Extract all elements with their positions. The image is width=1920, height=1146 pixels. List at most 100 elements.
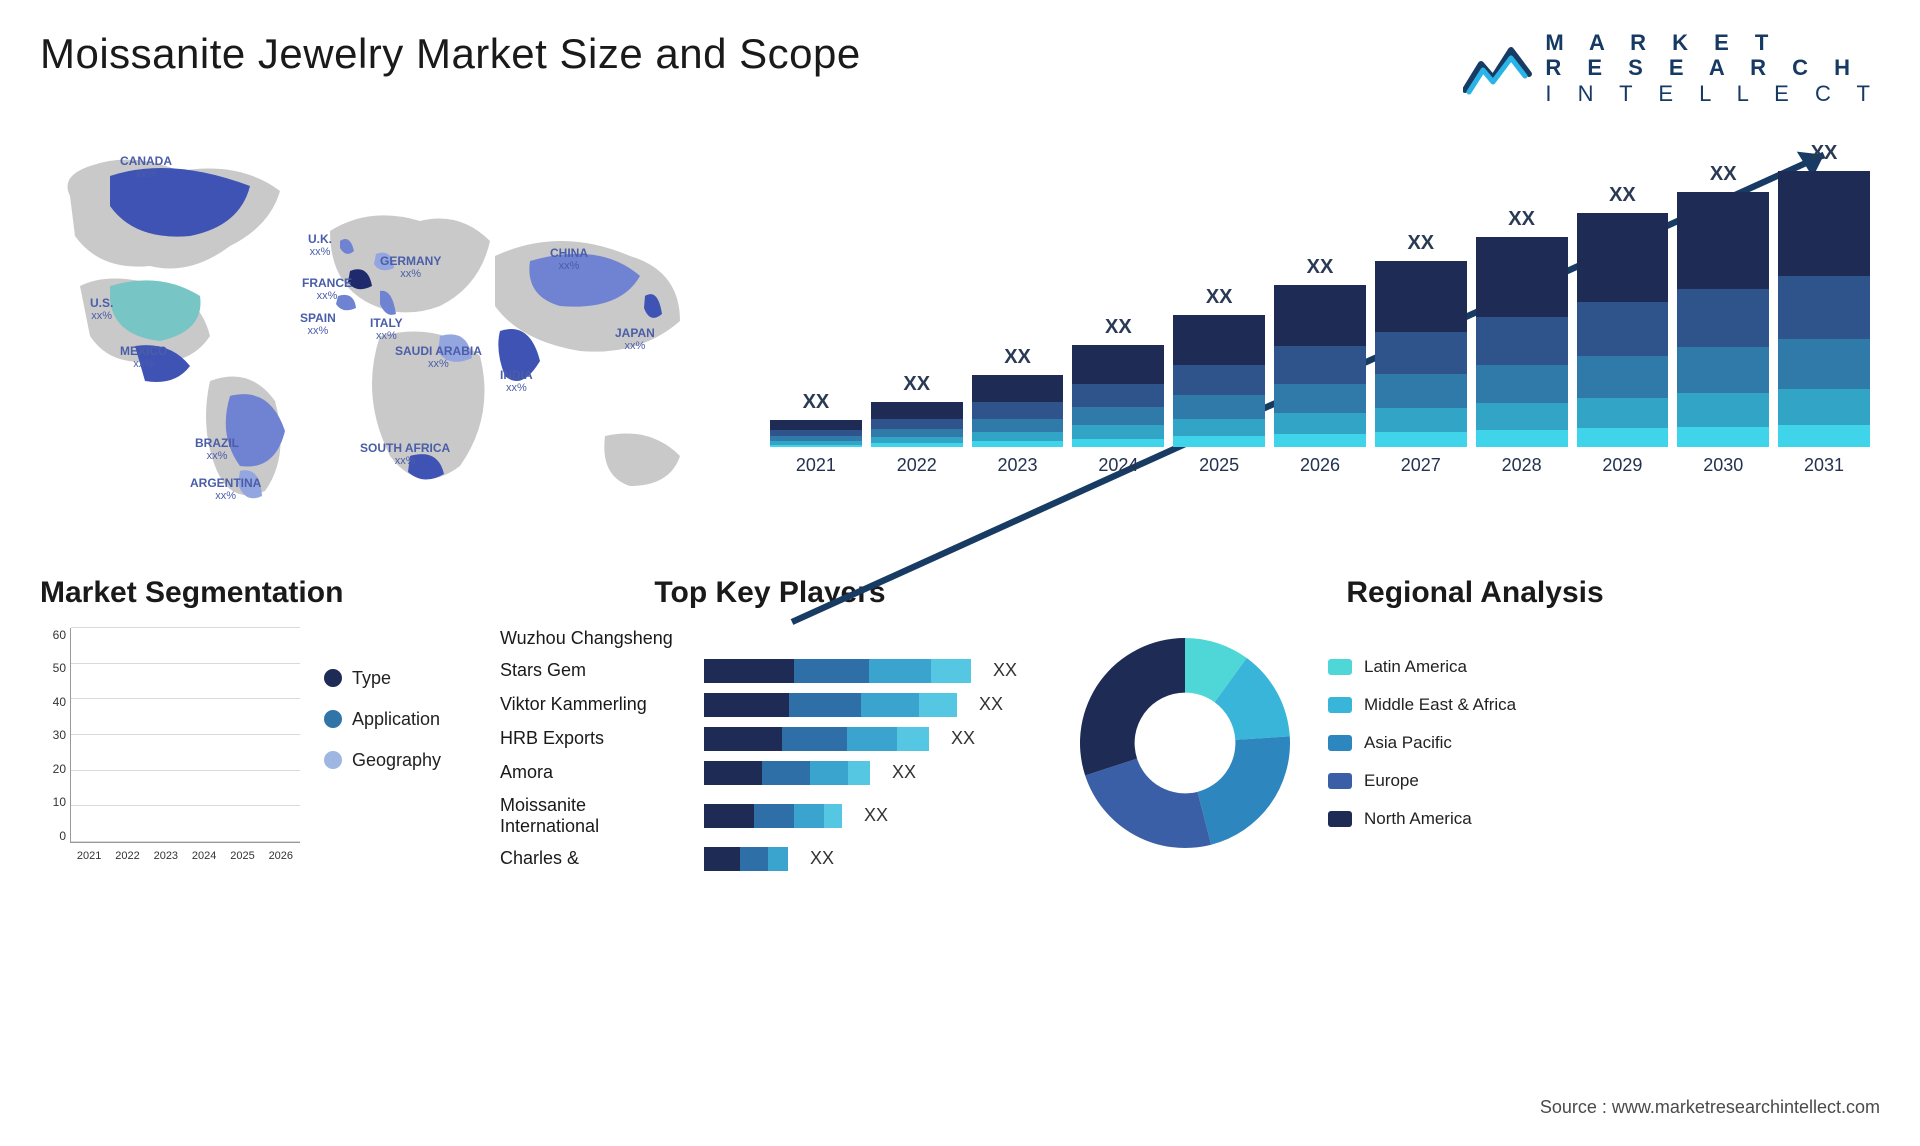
map-label: ITALYxx% — [370, 316, 403, 344]
key-players-title: Top Key Players — [500, 576, 1040, 610]
seg-ytick: 50 — [53, 661, 66, 675]
legend-swatch — [1328, 697, 1352, 713]
bar-segment — [1677, 289, 1769, 348]
source-line: Source : www.marketresearchintellect.com — [1540, 1097, 1880, 1118]
regional-panel: Regional Analysis Latin AmericaMiddle Ea… — [1070, 576, 1880, 871]
segmentation-panel: Market Segmentation 6050403020100 202120… — [40, 576, 470, 871]
key-player-bar — [704, 659, 971, 683]
bar-segment — [1274, 285, 1366, 347]
bar-segment — [1072, 345, 1164, 384]
seg-xtick: 2026 — [269, 850, 293, 868]
key-player-segment — [847, 727, 897, 751]
bar-segment — [1375, 408, 1467, 432]
bar-segment — [972, 402, 1064, 419]
segmentation-legend: TypeApplicationGeography — [324, 628, 441, 868]
growth-bar: XX2023 — [972, 346, 1064, 476]
donut-slice — [1198, 736, 1290, 844]
legend-label: Middle East & Africa — [1364, 695, 1516, 715]
legend-swatch — [324, 710, 342, 728]
bar-segment — [972, 441, 1064, 447]
legend-label: Application — [352, 709, 440, 730]
key-player-value: XX — [892, 762, 916, 783]
growth-bar: XX 2028 — [1476, 208, 1568, 476]
key-player-name: Viktor Kammerling — [500, 694, 690, 715]
key-player-name: Wuzhou Changsheng — [500, 628, 690, 649]
growth-bar: XX 2031 — [1778, 142, 1870, 476]
bar-value-label: XX — [1206, 286, 1233, 309]
map-label: SAUDI ARABIAxx% — [395, 344, 482, 372]
bar-segment — [1677, 192, 1769, 289]
bar-value-label: XX — [1609, 184, 1636, 207]
bar-segment — [1577, 213, 1669, 302]
bar-year-label: 2024 — [1098, 455, 1138, 476]
bar-value-label: XX — [803, 391, 830, 414]
seg-legend-item: Geography — [324, 750, 441, 771]
bar-value-label: XX — [1004, 346, 1031, 369]
key-player-row: HRB ExportsXX — [500, 727, 1040, 751]
key-player-segment — [768, 847, 788, 871]
seg-ytick: 30 — [53, 728, 66, 742]
bar-value-label: XX — [1307, 256, 1334, 279]
growth-bar: XX2021 — [770, 391, 862, 476]
bar-value-label: XX — [1508, 208, 1535, 231]
bar-segment — [1274, 413, 1366, 434]
bar-segment — [1274, 434, 1366, 447]
bar-value-label: XX — [1811, 142, 1838, 165]
legend-label: Europe — [1364, 771, 1419, 791]
logo-line1: M A R K E T — [1545, 30, 1880, 55]
bar-segment — [871, 429, 963, 437]
key-player-name: Stars Gem — [500, 660, 690, 681]
bar-segment — [1375, 332, 1467, 375]
key-player-bar — [704, 761, 870, 785]
bar-segment — [1072, 384, 1164, 407]
legend-label: Geography — [352, 750, 441, 771]
growth-bar: XX2025 — [1173, 286, 1265, 476]
bar-segment — [770, 420, 862, 430]
bar-segment — [1778, 339, 1870, 389]
bar-segment — [972, 432, 1064, 441]
bar-segment — [972, 375, 1064, 402]
donut-legend-item: Europe — [1328, 771, 1516, 791]
key-player-name: Amora — [500, 762, 690, 783]
key-player-segment — [704, 804, 754, 828]
seg-legend-item: Application — [324, 709, 441, 730]
key-player-name: Charles & — [500, 848, 690, 869]
key-player-segment — [754, 804, 794, 828]
seg-ytick: 0 — [59, 829, 66, 843]
bar-segment — [1476, 430, 1568, 447]
header: Moissanite Jewelry Market Size and Scope… — [40, 30, 1880, 106]
bar-year-label: 2022 — [897, 455, 937, 476]
legend-swatch — [324, 669, 342, 687]
key-player-row: Wuzhou Changsheng — [500, 628, 1040, 649]
bar-year-label: 2030 — [1703, 455, 1743, 476]
map-label: CHINAxx% — [550, 246, 588, 274]
growth-bar: XX2030 — [1677, 163, 1769, 476]
bar-segment — [1577, 398, 1669, 428]
key-player-segment — [897, 727, 929, 751]
bar-year-label: 2028 — [1502, 455, 1542, 476]
bar-segment — [1072, 425, 1164, 438]
legend-swatch — [1328, 811, 1352, 827]
bar-segment — [1274, 384, 1366, 413]
donut-slice — [1080, 638, 1185, 775]
seg-xtick: 2025 — [230, 850, 254, 868]
growth-bar: XX2029 — [1577, 184, 1669, 476]
bar-segment — [1173, 365, 1265, 395]
bar-value-label: XX — [1407, 232, 1434, 255]
key-player-segment — [824, 804, 842, 828]
legend-swatch — [1328, 773, 1352, 789]
key-player-segment — [704, 727, 782, 751]
donut-legend-item: Latin America — [1328, 657, 1516, 677]
donut-legend-item: Asia Pacific — [1328, 733, 1516, 753]
bar-segment — [871, 443, 963, 447]
map-label: CANADAxx% — [120, 154, 172, 182]
page-title: Moissanite Jewelry Market Size and Scope — [40, 30, 861, 78]
bar-year-label: 2031 — [1804, 455, 1844, 476]
bar-value-label: XX — [903, 373, 930, 396]
key-player-segment — [789, 693, 861, 717]
seg-xtick: 2023 — [154, 850, 178, 868]
key-player-segment — [704, 847, 740, 871]
legend-swatch — [1328, 659, 1352, 675]
map-label: BRAZILxx% — [195, 436, 239, 464]
key-player-value: XX — [810, 848, 834, 869]
